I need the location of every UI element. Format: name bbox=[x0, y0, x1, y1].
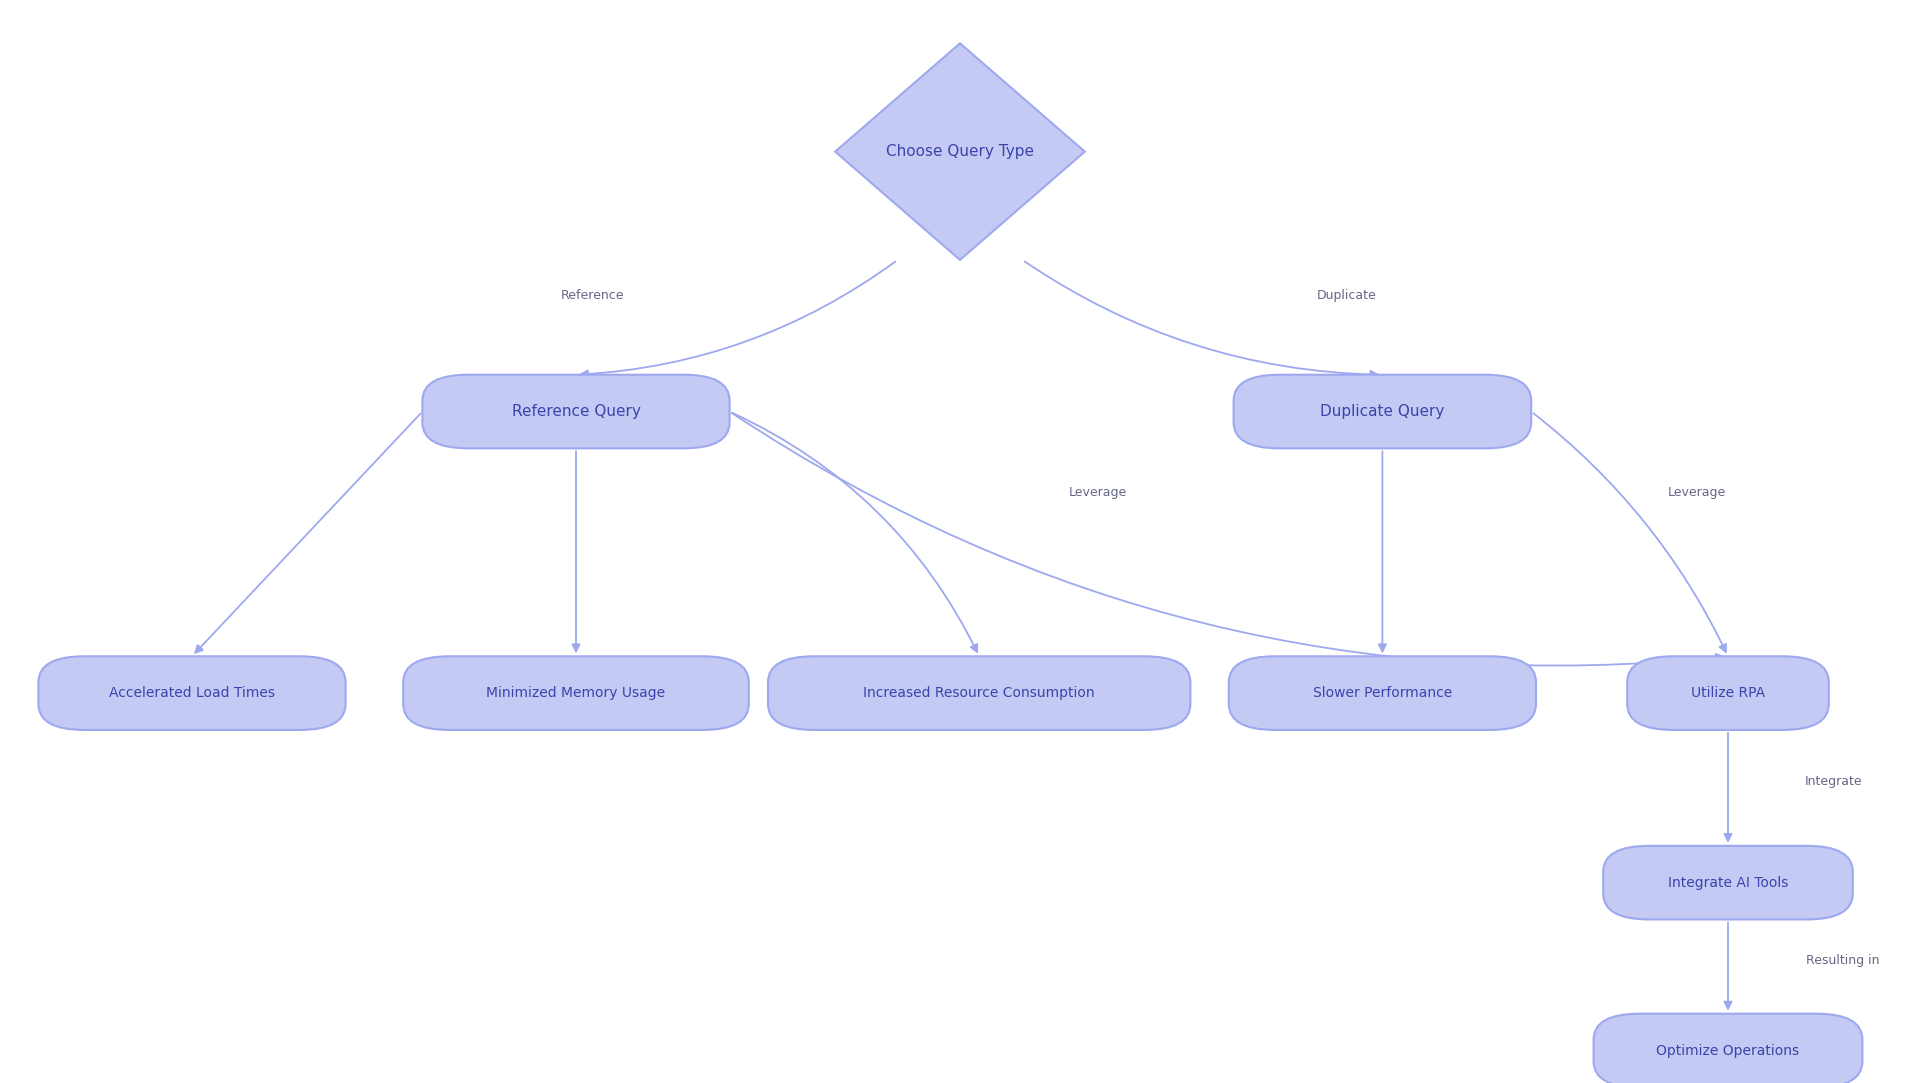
Text: Leverage: Leverage bbox=[1668, 486, 1726, 499]
Text: Leverage: Leverage bbox=[1069, 486, 1127, 499]
Text: Optimize Operations: Optimize Operations bbox=[1657, 1044, 1799, 1057]
FancyBboxPatch shape bbox=[422, 375, 730, 448]
FancyBboxPatch shape bbox=[1229, 656, 1536, 730]
Text: Reference Query: Reference Query bbox=[511, 404, 641, 419]
Text: Choose Query Type: Choose Query Type bbox=[885, 144, 1035, 159]
FancyBboxPatch shape bbox=[1233, 375, 1532, 448]
Text: Reference: Reference bbox=[561, 289, 624, 302]
FancyBboxPatch shape bbox=[1594, 1014, 1862, 1083]
Text: Integrate: Integrate bbox=[1805, 774, 1862, 788]
FancyBboxPatch shape bbox=[403, 656, 749, 730]
Text: Integrate AI Tools: Integrate AI Tools bbox=[1668, 876, 1788, 889]
Text: Utilize RPA: Utilize RPA bbox=[1692, 687, 1764, 700]
Text: Duplicate: Duplicate bbox=[1317, 289, 1377, 302]
FancyBboxPatch shape bbox=[1628, 656, 1828, 730]
Text: Increased Resource Consumption: Increased Resource Consumption bbox=[864, 687, 1094, 700]
Text: Minimized Memory Usage: Minimized Memory Usage bbox=[486, 687, 666, 700]
Polygon shape bbox=[835, 43, 1085, 260]
FancyBboxPatch shape bbox=[768, 656, 1190, 730]
Text: Duplicate Query: Duplicate Query bbox=[1321, 404, 1444, 419]
Text: Resulting in: Resulting in bbox=[1807, 953, 1880, 967]
FancyBboxPatch shape bbox=[38, 656, 346, 730]
Text: Slower Performance: Slower Performance bbox=[1313, 687, 1452, 700]
FancyBboxPatch shape bbox=[1603, 846, 1853, 919]
Text: Accelerated Load Times: Accelerated Load Times bbox=[109, 687, 275, 700]
